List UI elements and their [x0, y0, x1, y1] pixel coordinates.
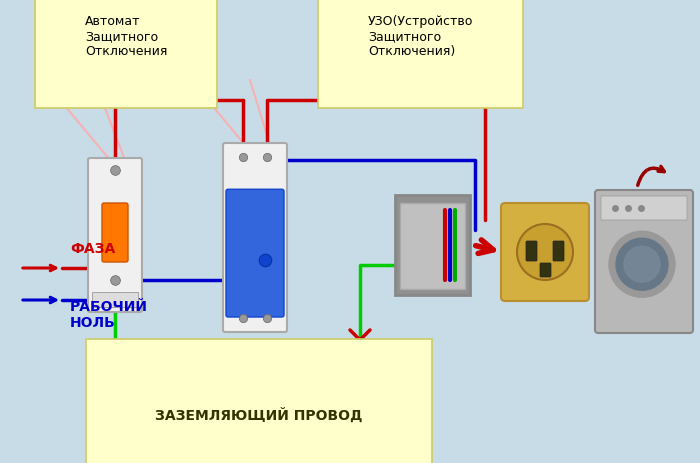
FancyBboxPatch shape: [540, 263, 551, 277]
FancyBboxPatch shape: [595, 190, 693, 333]
FancyBboxPatch shape: [400, 203, 465, 289]
FancyBboxPatch shape: [501, 203, 589, 301]
Text: УЗО(Устройство
Защитного
Отключения): УЗО(Устройство Защитного Отключения): [368, 15, 473, 58]
Text: РАБОЧИЙ
НОЛЬ: РАБОЧИЙ НОЛЬ: [70, 300, 148, 330]
Circle shape: [517, 224, 573, 280]
FancyBboxPatch shape: [526, 241, 537, 261]
FancyBboxPatch shape: [226, 189, 284, 317]
FancyBboxPatch shape: [601, 196, 687, 220]
Text: ЗАЗЕМЛЯЮЩИЙ ПРОВОД: ЗАЗЕМЛЯЮЩИЙ ПРОВОД: [155, 408, 363, 423]
FancyBboxPatch shape: [223, 143, 287, 332]
FancyBboxPatch shape: [88, 158, 142, 312]
FancyBboxPatch shape: [92, 292, 138, 307]
Circle shape: [616, 238, 668, 290]
FancyBboxPatch shape: [395, 195, 470, 295]
Circle shape: [624, 246, 660, 282]
FancyBboxPatch shape: [553, 241, 564, 261]
FancyBboxPatch shape: [102, 203, 128, 262]
Circle shape: [609, 231, 675, 297]
Text: Автомат
Защитного
Отключения: Автомат Защитного Отключения: [85, 15, 167, 58]
Text: ФАЗА: ФАЗА: [70, 242, 116, 256]
